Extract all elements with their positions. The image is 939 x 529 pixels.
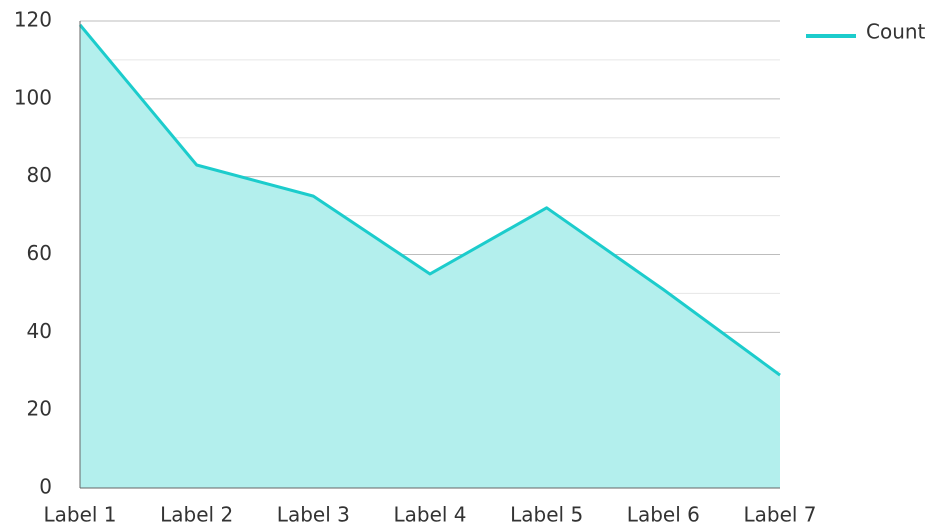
y-tick-label: 80 [27, 163, 52, 187]
y-tick-label: 40 [27, 319, 52, 343]
area-fill [80, 24, 780, 489]
y-tick-label: 60 [27, 241, 52, 265]
x-tick-label: Label 3 [277, 503, 350, 527]
x-tick-label: Label 6 [627, 503, 700, 527]
legend-label: Count [866, 20, 926, 44]
x-tick-label: Label 1 [43, 503, 116, 527]
y-tick-label: 100 [14, 85, 52, 109]
area-line [78, 23, 781, 377]
y-tick-label: 20 [27, 397, 52, 421]
y-tick-label: 120 [14, 8, 52, 32]
x-tick-label: Label 7 [743, 503, 816, 527]
x-tick-label: Label 4 [393, 503, 466, 527]
y-tick-label: 0 [39, 475, 52, 499]
x-tick-label: Label 5 [510, 503, 583, 527]
x-tick-label: Label 2 [160, 503, 233, 527]
